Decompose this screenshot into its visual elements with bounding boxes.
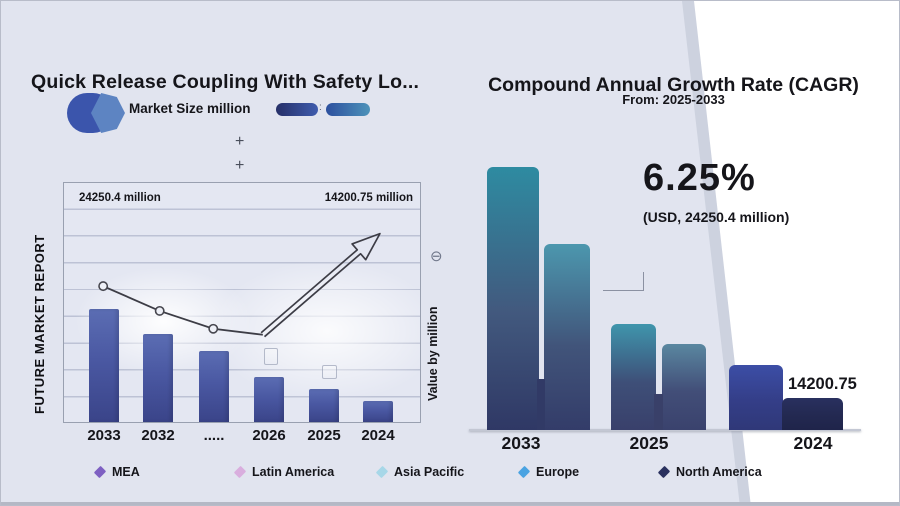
cagr-bar (611, 324, 656, 430)
value-axis-label: Value by million (426, 306, 440, 402)
market-size-chart: 24250.4 million 14200.75 million (63, 182, 421, 423)
cagr-value: 6.25% (643, 157, 756, 199)
cagr-context: (USD, 24250.4 million) (643, 209, 790, 225)
ratio-pill-left-icon (276, 103, 318, 116)
legend-item: North America (657, 465, 762, 479)
cagr-bar (487, 167, 539, 430)
legend-diamond-icon (233, 465, 247, 479)
market-bar (199, 351, 229, 422)
cagr-period-subtitle: From: 2025-2033 (622, 92, 725, 107)
legend-diamond-icon (657, 465, 671, 479)
legend-diamond-icon (375, 465, 389, 479)
ratio-separator: : (319, 102, 322, 113)
legend-item: Europe (517, 465, 580, 479)
cagr-bar (544, 244, 590, 430)
bar-merge-fill (537, 379, 545, 430)
legend-diamond-icon (93, 465, 107, 479)
right-chart-baseline (469, 429, 861, 431)
market-bar (309, 389, 339, 422)
x-axis-label: ..... (203, 427, 225, 444)
legend-label: Asia Pacific (394, 465, 465, 479)
market-bar (254, 377, 284, 422)
chart-watermark-icon (322, 365, 337, 379)
market-bar (89, 309, 119, 422)
circled-minus-icon: ⊖ (430, 248, 443, 265)
cagr-bar (662, 344, 706, 430)
x-axis-label: 2025 (307, 427, 341, 444)
region-legend: MEA Latin America Asia Pacific Europe North … (1, 465, 899, 489)
legend-item: Latin America (233, 465, 335, 479)
market-bar (363, 401, 393, 422)
cagr-end-value-label: 14200.75 (788, 375, 857, 393)
trend-line-and-growth-arrow (98, 232, 381, 338)
start-value-label: 24250.4 million (79, 192, 161, 204)
market-size-legend-label: Market Size million (129, 101, 251, 116)
left-x-axis-labels: 2033 2032..... 2026 2025 2024 (63, 427, 421, 449)
ratio-pill-right-icon (326, 103, 370, 116)
market-bar (143, 334, 173, 422)
x-axis-label: 2024 (793, 433, 833, 453)
future-market-report-watermark: FUTURE MARKET REPORT (32, 234, 47, 414)
legend-label: MEA (112, 465, 140, 479)
legend-diamond-icon (517, 465, 531, 479)
x-axis-label: 2026 (252, 427, 286, 444)
bar-merge-fill (654, 394, 663, 430)
plus-icon: + (235, 157, 245, 174)
legend-item: MEA (93, 465, 140, 479)
legend-label: Europe (536, 465, 580, 479)
market-size-cylinder-icon (67, 93, 125, 133)
x-axis-label: 2033 (501, 433, 541, 453)
plus-icon: + (235, 133, 245, 150)
cagr-bar (729, 365, 783, 430)
cagr-bar (782, 398, 843, 430)
bottom-edge-strip (1, 502, 899, 505)
left-chart-title: Quick Release Coupling With Safety Lo... (31, 71, 420, 94)
legend-item: Asia Pacific (375, 465, 465, 479)
x-axis-label: 2032 (141, 427, 175, 444)
legend-label: North America (676, 465, 762, 479)
legend-label: Latin America (252, 465, 335, 479)
end-value-label: 14200.75 million (324, 192, 413, 204)
x-axis-label: 2033 (87, 427, 121, 444)
right-chart-title: Compound Annual Growth Rate (CAGR) (488, 74, 859, 97)
corner-bracket-shape (603, 272, 644, 291)
x-axis-label: 2025 (629, 433, 669, 453)
chart-watermark-icon (264, 348, 278, 365)
x-axis-label: 2024 (361, 427, 395, 444)
